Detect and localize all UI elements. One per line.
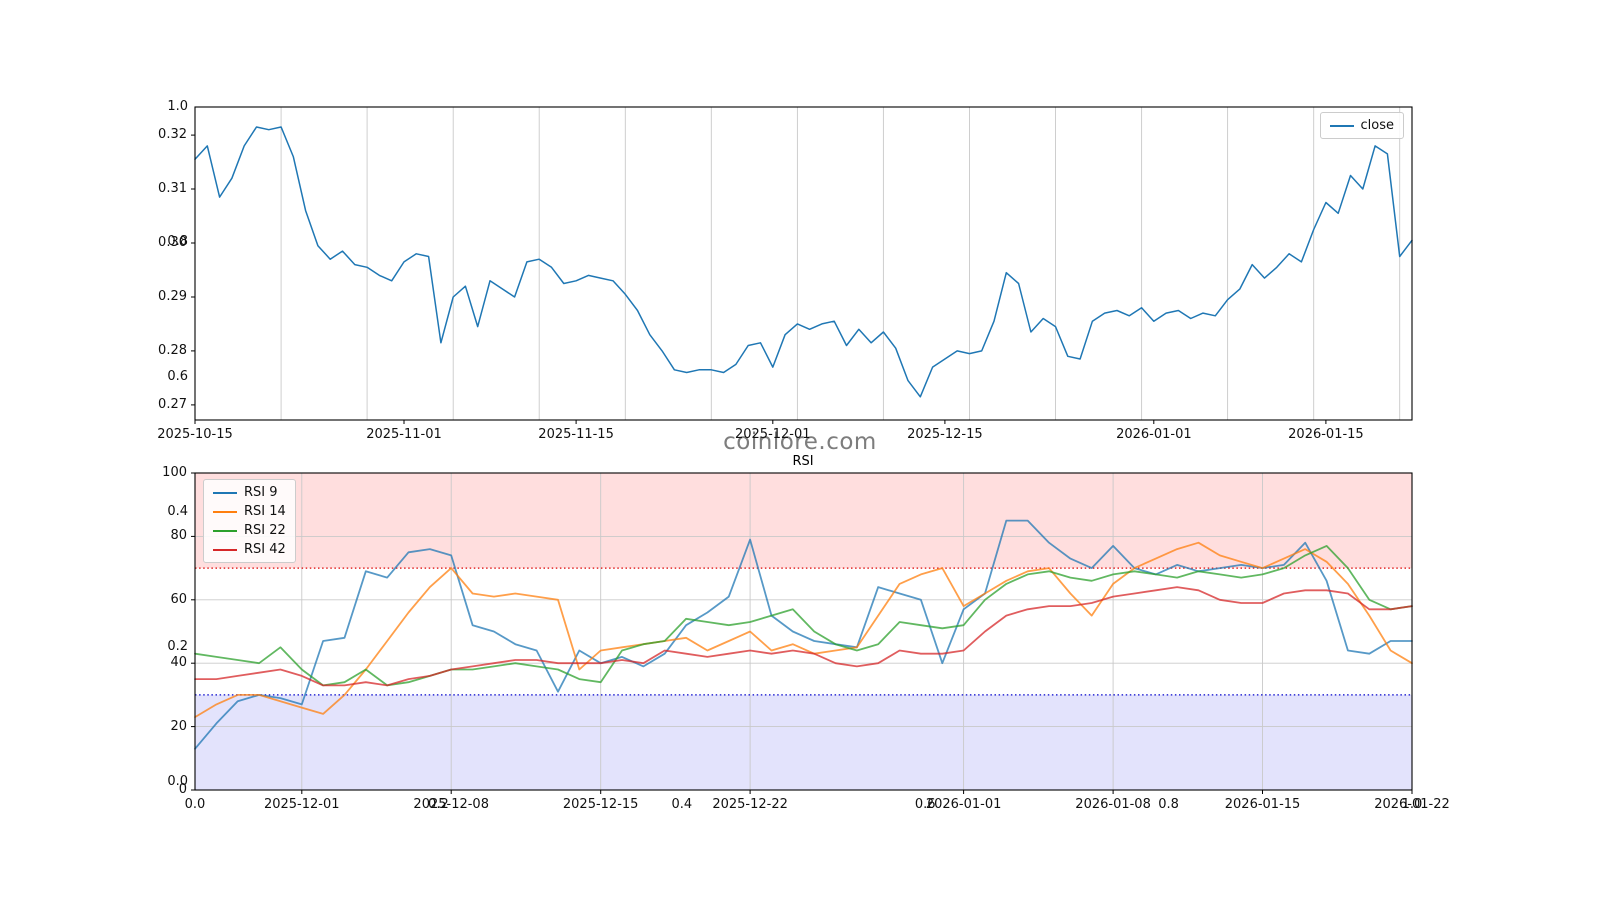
legend-item-rsi-22: RSI 22 — [213, 523, 286, 538]
x-tick-label: 2025-10-15 — [157, 427, 233, 442]
phantom-x-tick-label: 0.2 — [428, 797, 449, 812]
legend-label-rsi-14: RSI 14 — [244, 504, 286, 519]
rsi-chart-plot — [191, 472, 1413, 794]
x-tick-label: 2025-11-15 — [538, 427, 614, 442]
legend-item-close: close — [1329, 118, 1394, 133]
phantom-y-tick-label: 0.8 — [167, 234, 188, 249]
rsi-22-line-swatch — [213, 529, 237, 532]
phantom-x-tick-label: 0.0 — [184, 797, 206, 812]
y-tick-label: 0.28 — [158, 342, 187, 358]
phantom-y-tick-label: 0.2 — [167, 639, 188, 654]
y-tick-label: 80 — [170, 528, 187, 544]
x-tick-label: 2025-12-15 — [562, 797, 639, 812]
legend-item-rsi-14: RSI 14 — [213, 504, 286, 519]
x-tick-label: 2026-01-08 — [1075, 797, 1151, 812]
phantom-y-tick-label: 0.4 — [167, 504, 188, 519]
threshold-band — [195, 473, 1412, 569]
y-tick-label: 0.27 — [158, 396, 187, 412]
watermark: coinlore.com — [723, 429, 877, 455]
y-tick-label: 40 — [170, 655, 187, 671]
x-tick-label: 2025-12-01 — [734, 427, 811, 442]
y-tick-label: 0 — [178, 782, 187, 797]
rsi-chart-title: RSI — [792, 454, 814, 469]
phantom-x-tick-label: 1.0 — [1401, 797, 1423, 812]
phantom-y-tick-label: 0.0 — [167, 774, 188, 789]
phantom-x-tick-label: 0.4 — [671, 797, 693, 812]
legend-label-rsi-42: RSI 42 — [244, 542, 286, 557]
rsi-14-line-swatch — [213, 510, 237, 513]
x-tick-label: 2025-11-01 — [366, 427, 442, 442]
series-rsi-22 — [194, 545, 1413, 687]
legend-item-rsi-9: RSI 9 — [213, 485, 286, 500]
x-tick-label: 2025-12-15 — [907, 427, 983, 442]
legend-label-close: close — [1360, 118, 1394, 133]
phantom-y-tick-label: 1.0 — [167, 99, 188, 114]
x-tick-label: 2026-01-22 — [1374, 797, 1450, 812]
y-tick-label: 60 — [170, 591, 187, 607]
series-rsi-14 — [194, 541, 1413, 719]
rsi-9-line-swatch — [213, 491, 237, 494]
rsi-chart-legend: RSI 9 RSI 14 RSI 22 RSI 42 — [203, 479, 296, 563]
y-tick-label: 0.29 — [158, 288, 187, 304]
close-line-swatch — [1329, 124, 1354, 127]
phantom-y-tick-label: 0.6 — [167, 369, 188, 384]
legend-label-rsi-22: RSI 22 — [244, 523, 286, 538]
y-tick-label: 20 — [170, 718, 187, 734]
phantom-x-tick-label: 0.8 — [1158, 797, 1179, 812]
x-tick-label: 2025-12-22 — [712, 797, 788, 812]
x-tick-label: 2025-12-01 — [263, 797, 340, 812]
series-close — [194, 126, 1413, 398]
y-tick-label: 0.32 — [158, 127, 187, 143]
x-tick-label: 2026-01-01 — [925, 797, 1002, 812]
series-rsi-42 — [194, 586, 1413, 687]
series-rsi-9 — [194, 519, 1413, 750]
rsi-42-line-swatch — [213, 548, 237, 551]
legend-item-rsi-42: RSI 42 — [213, 542, 286, 557]
x-tick-label: 2026-01-15 — [1224, 797, 1301, 812]
threshold-band — [195, 694, 1412, 790]
phantom-x-tick-label: 0.6 — [914, 797, 936, 812]
x-tick-label: 2025-12-08 — [413, 797, 489, 812]
legend-label-rsi-9: RSI 9 — [244, 485, 278, 500]
x-tick-label: 2026-01-01 — [1116, 427, 1192, 442]
y-tick-label: 0.30 — [158, 234, 187, 250]
x-tick-label: 2026-01-15 — [1288, 427, 1364, 442]
price-chart-legend: close — [1319, 112, 1404, 139]
y-tick-label: 100 — [162, 465, 187, 480]
price-chart-plot — [191, 106, 1413, 424]
y-tick-label: 0.31 — [158, 181, 187, 197]
